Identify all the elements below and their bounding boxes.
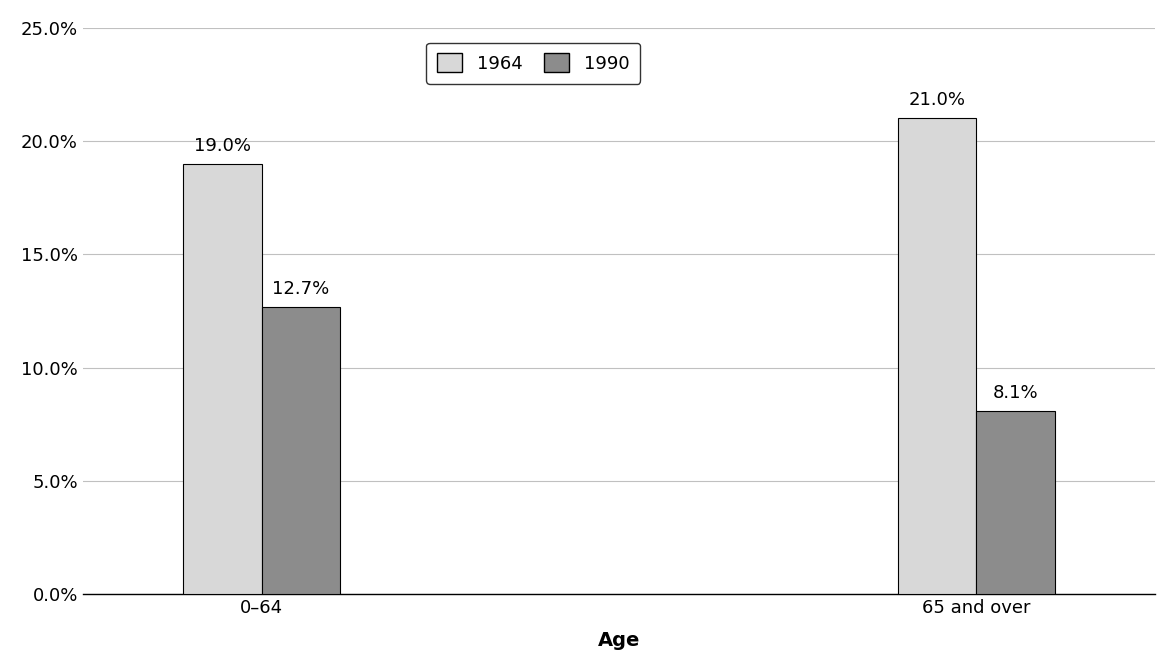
Bar xyxy=(261,307,340,595)
Text: 19.0%: 19.0% xyxy=(194,137,250,155)
Text: 12.7%: 12.7% xyxy=(272,280,329,297)
Text: 21.0%: 21.0% xyxy=(909,91,965,109)
Bar xyxy=(897,119,976,595)
Bar xyxy=(183,164,261,595)
Bar xyxy=(976,411,1055,595)
X-axis label: Age: Age xyxy=(597,631,640,650)
Legend: 1964, 1990: 1964, 1990 xyxy=(426,42,640,84)
Text: 8.1%: 8.1% xyxy=(993,384,1038,402)
